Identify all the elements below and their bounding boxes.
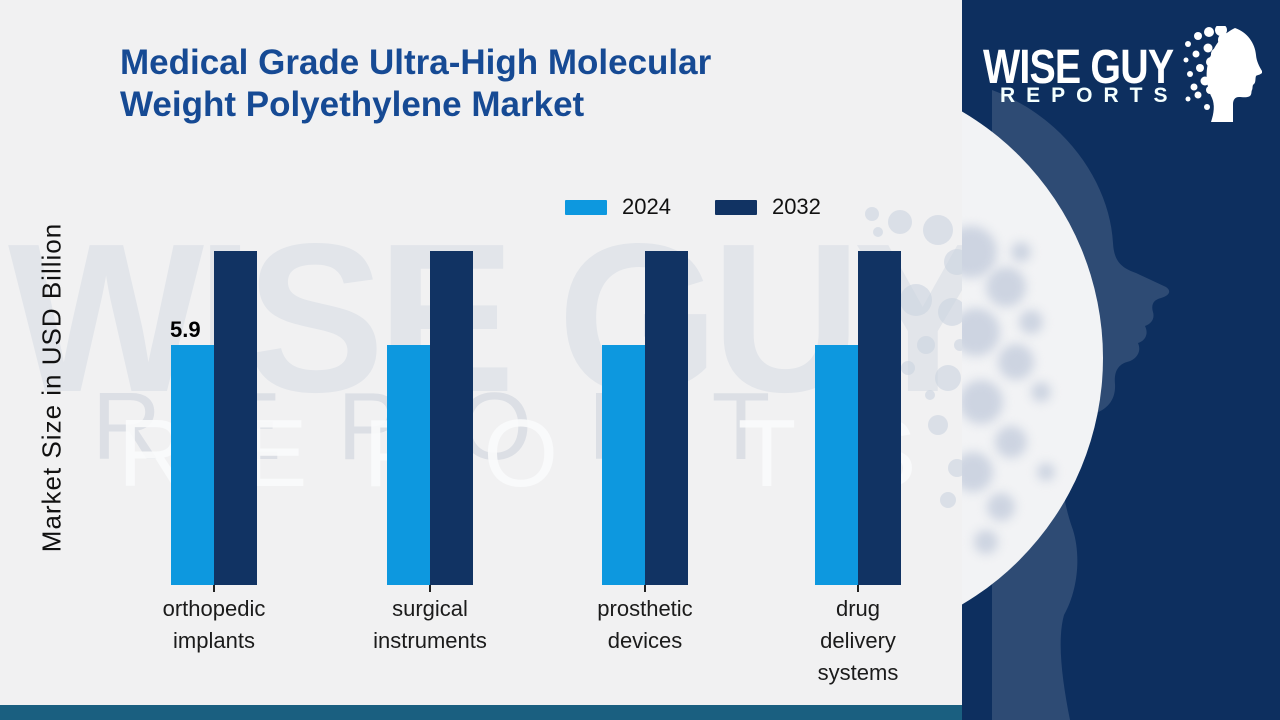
watermark-dot — [928, 415, 948, 435]
circle-texture-dot — [962, 452, 993, 492]
chart-area: WISE GUY REPORTS REPORTS Medical Grade U… — [8, 42, 962, 685]
circle-texture-dot — [962, 308, 1000, 356]
watermark-dot — [917, 336, 935, 354]
circle-texture-dot — [1037, 463, 1055, 481]
bar-2032-orthopedic-implants — [214, 251, 257, 585]
bar-2024-drug-delivery-systems — [815, 345, 858, 585]
bar-2024-orthopedic-implants — [171, 345, 214, 585]
circle-texture-dot — [1019, 310, 1043, 334]
circle-texture-dot — [998, 344, 1034, 380]
watermark-dot — [944, 249, 962, 275]
legend-swatch-2024 — [565, 199, 607, 215]
chart-legend: 2024 2032 — [565, 194, 865, 220]
watermark-brand-text: WISE GUY — [8, 199, 962, 436]
watermark-dot — [900, 284, 932, 316]
page-title: Medical Grade Ultra-High Molecular Weigh… — [120, 42, 900, 126]
bar-2024-prosthetic-devices — [602, 345, 645, 585]
page-title-line2: Weight Polyethylene Market — [120, 85, 585, 124]
circle-texture-dot — [995, 426, 1027, 458]
circle-texture-dot — [1031, 382, 1051, 402]
bar-2032-surgical-instruments — [430, 251, 473, 585]
legend-label-2032: 2032 — [771, 194, 821, 219]
legend-swatch-2032 — [714, 199, 757, 215]
watermark-dot — [901, 361, 915, 375]
watermark-dot — [873, 227, 883, 237]
category-label-drug-delivery-systems: drug delivery systems — [817, 596, 899, 685]
watermark-dot — [925, 390, 935, 400]
bottom-accent-bar — [0, 705, 962, 720]
circle-texture-dot — [962, 380, 1003, 424]
watermark-dot — [940, 492, 956, 508]
circle-texture-dot — [1011, 242, 1031, 262]
circle-texture-dot — [962, 226, 997, 278]
x-axis-tick — [429, 585, 431, 592]
y-axis-label: Market Size in USD Billion — [36, 222, 67, 553]
brand-logo-head-icon — [1183, 26, 1262, 122]
bar-chart: orthopedic implants surgical instruments pro… — [162, 251, 901, 685]
watermark-dot — [954, 339, 962, 351]
x-axis-tick — [213, 585, 215, 592]
bar-2024-surgical-instruments — [387, 345, 430, 585]
bar-value-label: 5.9 — [170, 317, 201, 342]
page-title-line1: Medical Grade Ultra-High Molecular — [120, 43, 712, 82]
watermark-dot — [865, 207, 879, 221]
bar-2032-prosthetic-devices — [645, 251, 688, 585]
category-label-surgical-instruments: surgical instruments — [373, 596, 487, 653]
category-label-orthopedic-implants: orthopedic implants — [162, 596, 266, 653]
brand-panel: WISE GUY REPORTS — [962, 0, 1280, 720]
watermark-dot — [935, 365, 961, 391]
legend-item-2024: 2024 — [565, 194, 671, 220]
legend-label-2024: 2024 — [622, 194, 671, 219]
brand-logo-name: WISE GUY — [983, 41, 1174, 94]
watermark-dot — [938, 298, 962, 326]
circle-texture-dot — [986, 267, 1026, 307]
bar-2032-drug-delivery-systems — [858, 251, 901, 585]
watermark-dot — [948, 459, 962, 477]
x-axis-tick — [644, 585, 646, 592]
circle-texture-dot — [974, 530, 998, 554]
category-label-prosthetic-devices: prosthetic devices — [597, 596, 693, 653]
watermark-dot — [888, 210, 912, 234]
circle-texture-dot — [987, 493, 1015, 521]
x-axis-tick — [857, 585, 859, 592]
legend-item-2032: 2032 — [714, 194, 821, 220]
brand-logo-tagline: REPORTS — [1000, 84, 1179, 107]
watermark-dot — [923, 215, 953, 245]
